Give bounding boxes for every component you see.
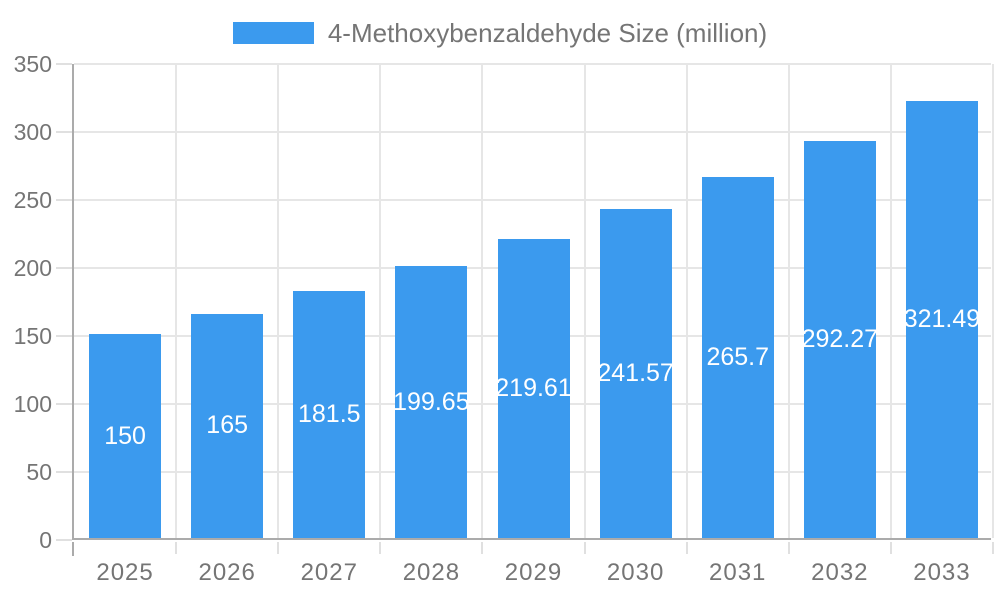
x-gridline	[583, 64, 586, 538]
y-tick-mark	[56, 199, 72, 201]
bar[interactable]: 321.49	[903, 100, 981, 538]
y-tick-label: 50	[26, 459, 52, 485]
x-gridline	[379, 64, 382, 538]
legend[interactable]: 4-Methoxybenzaldehyde Size (million)	[0, 17, 1000, 49]
y-tick-mark	[56, 131, 72, 133]
legend-swatch-icon	[232, 22, 314, 44]
x-tick-label: 2025	[96, 559, 154, 586]
x-gridline	[481, 64, 484, 538]
plot-area: 150 165 181.5 199.65 219.61 241.57 265.7 292.27…	[72, 63, 994, 540]
x-tick-mark	[481, 542, 484, 554]
bar-value-label: 292.27	[801, 324, 879, 353]
y-tick-label: 300	[13, 119, 52, 145]
x-gridline	[277, 64, 280, 538]
bar-value-label: 321.49	[903, 304, 981, 333]
x-tick-mark	[72, 542, 74, 556]
bar-value-label: 181.5	[297, 400, 361, 429]
x-tick-mark	[787, 542, 790, 554]
x-tick-mark	[889, 542, 892, 554]
y-tick-label: 0	[39, 527, 52, 553]
y-tick-label: 250	[13, 187, 52, 213]
bar-value-label: 219.61	[495, 374, 572, 403]
x-gridline	[685, 64, 688, 538]
x-tick-mark	[379, 542, 382, 554]
bar[interactable]: 165	[191, 313, 264, 538]
y-tick-mark	[56, 403, 72, 405]
y-tick-mark	[56, 471, 72, 473]
bar[interactable]: 219.61	[495, 239, 572, 538]
bar-value-label: 150	[104, 421, 146, 450]
y-tick-label: 100	[13, 391, 52, 417]
y-tick-mark	[56, 63, 72, 65]
bar-value-label: 241.57	[597, 359, 674, 388]
legend-label: 4-Methoxybenzaldehyde Size (million)	[327, 17, 768, 48]
x-tick-label: 2027	[300, 559, 358, 586]
x-tick-label: 2032	[811, 559, 869, 586]
y-tick-mark	[56, 539, 72, 541]
x-gridline	[889, 64, 892, 538]
x-tick-mark	[277, 542, 280, 554]
y-gridline	[74, 63, 991, 65]
y-tick-mark	[56, 267, 72, 269]
x-tick-label: 2026	[198, 559, 256, 586]
x-tick-mark	[175, 542, 178, 554]
bar[interactable]: 181.5	[293, 291, 366, 538]
bar[interactable]: 199.65	[393, 266, 470, 538]
bar[interactable]: 241.57	[597, 209, 674, 538]
x-tick-label: 2033	[913, 559, 971, 586]
x-tick-mark	[583, 542, 586, 554]
y-tick-label: 200	[13, 255, 52, 281]
x-tick-label: 2029	[504, 559, 563, 586]
x-gridline	[787, 64, 790, 538]
y-tick-label: 150	[13, 323, 52, 349]
y-tick-label: 350	[13, 51, 52, 77]
x-tick-mark	[992, 542, 994, 554]
y-gridline	[74, 131, 991, 133]
x-tick-mark	[685, 542, 688, 554]
bar[interactable]: 265.7	[701, 176, 774, 538]
x-tick-label: 2028	[402, 559, 461, 586]
bar-value-label: 265.7	[706, 342, 769, 371]
x-gridline	[175, 64, 178, 538]
y-tick-mark	[56, 335, 72, 337]
x-tick-label: 2030	[606, 559, 665, 586]
x-tick-label: 2031	[709, 559, 767, 586]
bar[interactable]: 292.27	[801, 140, 879, 538]
y-gridline	[74, 199, 991, 201]
x-gridline	[992, 64, 994, 538]
bar-value-label: 199.65	[393, 387, 470, 416]
bar[interactable]: 150	[89, 334, 162, 538]
bar-value-label: 165	[206, 411, 249, 440]
